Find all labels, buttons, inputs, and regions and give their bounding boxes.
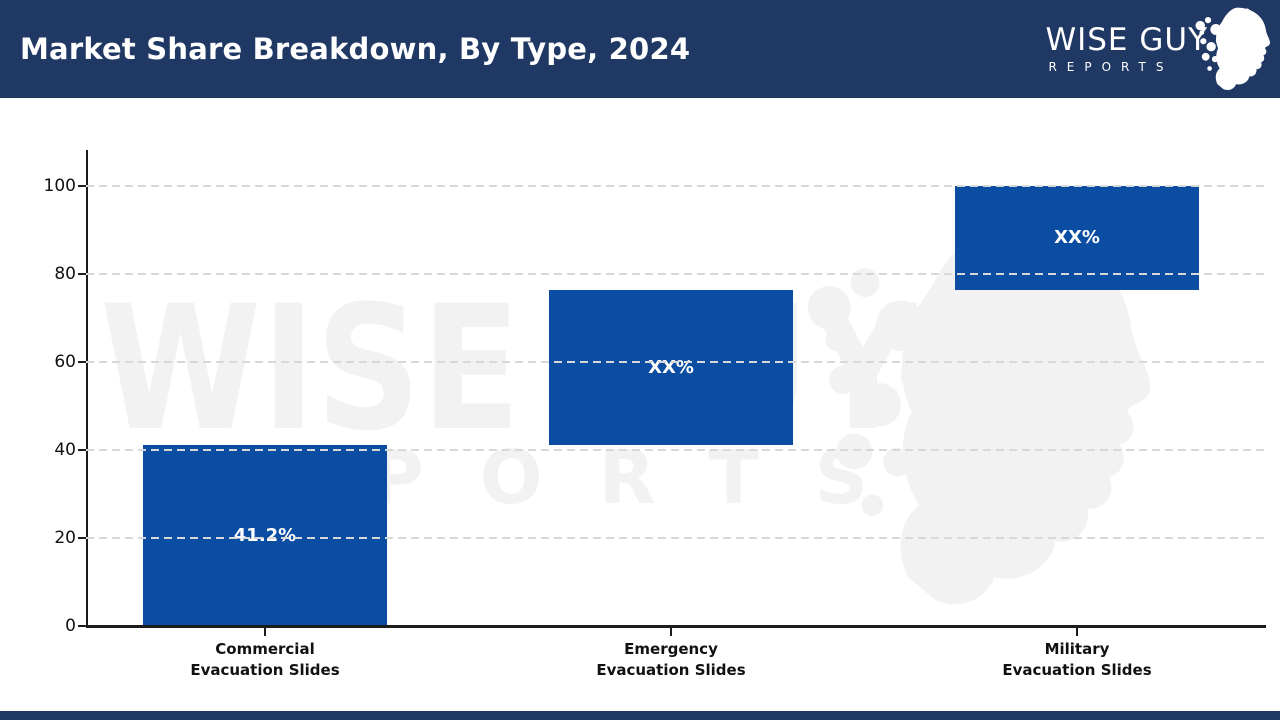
bar-value-label: XX%: [648, 356, 694, 378]
chart-title: Market Share Breakdown, By Type, 2024: [20, 32, 691, 66]
x-tick: [264, 628, 266, 636]
y-tick: [78, 449, 86, 451]
x-tick: [670, 628, 672, 636]
gridline-y80: [86, 273, 1266, 275]
gridline-y100: [86, 185, 1266, 187]
y-tick-label: 100: [43, 176, 76, 196]
bar-military: XX%: [955, 186, 1199, 290]
y-tick: [78, 625, 86, 627]
y-tick-label: 60: [54, 352, 76, 372]
logo-reports-label: REPORTS: [1048, 60, 1174, 74]
x-tick-label: Emergency Evacuation Slides: [596, 640, 746, 679]
footer-bar: [0, 711, 1280, 720]
wiseguy-face-icon: [1195, 7, 1270, 91]
watermark-text-reports: REPORTS: [150, 435, 925, 521]
bar-emergency: XX%: [549, 289, 793, 445]
y-axis-line: [86, 150, 88, 627]
x-tick-label: Military Evacuation Slides: [1002, 640, 1152, 679]
bar-value-label: 41.2%: [233, 524, 297, 546]
wiseguy-logo: WISE GUY REPORTS: [1045, 5, 1280, 93]
gridline-y60: [86, 361, 1266, 363]
bar-value-label: XX%: [1054, 227, 1100, 249]
header-band: Market Share Breakdown, By Type, 2024 WI…: [0, 0, 1280, 98]
y-tick: [78, 537, 86, 539]
y-tick-label: 40: [54, 440, 76, 460]
x-tick-label: Commercial Evacuation Slides: [190, 640, 340, 679]
x-tick: [1076, 628, 1078, 636]
y-tick: [78, 185, 86, 187]
gridline-y40: [86, 449, 1266, 451]
y-tick-label: 80: [54, 264, 76, 284]
watermark-face: [807, 225, 1151, 605]
logo-wiseguy-label: WISE GUY: [1045, 22, 1208, 58]
y-tick: [78, 361, 86, 363]
watermark-text-wiseguy: WISE GUY: [100, 268, 917, 469]
y-tick-label: 0: [65, 616, 76, 636]
wiseguy-logo-text: WISE GUY REPORTS: [1045, 22, 1208, 74]
y-tick: [78, 273, 86, 275]
gridline-y20: [86, 537, 1266, 539]
y-tick-label: 20: [54, 528, 76, 548]
bar-commercial: 41.2%: [143, 444, 387, 626]
x-axis-line: [86, 625, 1266, 628]
